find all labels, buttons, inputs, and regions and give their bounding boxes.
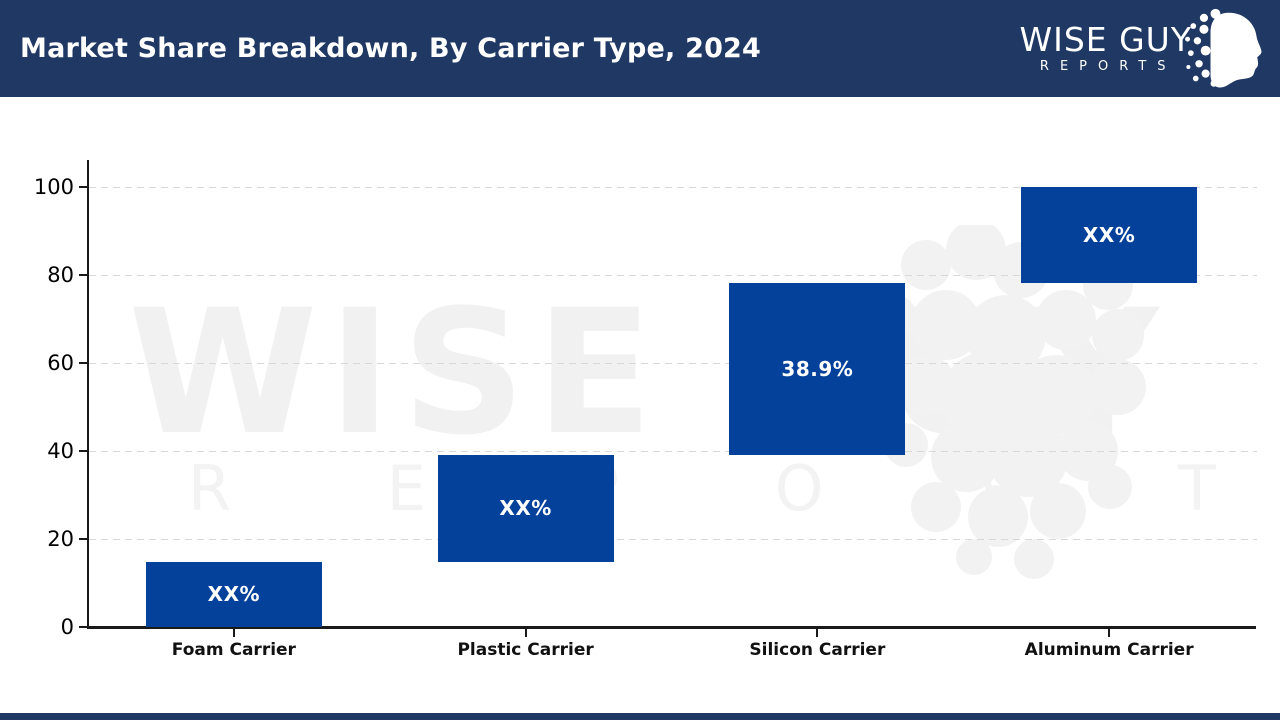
y-tick-label-60: 60 xyxy=(47,351,74,375)
x-tick-label-foam-carrier: Foam Carrier xyxy=(171,640,296,660)
y-tick-label-80: 80 xyxy=(47,263,74,287)
bar-plastic-carrier: XX% xyxy=(437,454,614,562)
chart-title: Market Share Breakdown, By Carrier Type,… xyxy=(20,33,762,64)
y-tick-80 xyxy=(79,274,87,276)
gridline-80 xyxy=(89,275,1257,276)
logo-wordmark: WISE GUY xyxy=(1019,20,1192,60)
x-tick-label-plastic-carrier: Plastic Carrier xyxy=(457,640,594,660)
gridline-100 xyxy=(89,187,1257,188)
bar-aluminum-carrier: XX% xyxy=(1021,187,1198,284)
x-tick-aluminum-carrier xyxy=(1108,629,1111,637)
bar-silicon-carrier: 38.9% xyxy=(729,283,906,455)
bar-foam-carrier: XX% xyxy=(145,561,322,627)
x-tick-foam-carrier xyxy=(232,629,235,637)
gridline-20 xyxy=(89,539,1257,540)
y-tick-20 xyxy=(79,538,87,540)
report-header: Market Share Breakdown, By Carrier Type,… xyxy=(0,0,1280,97)
bar-value-label: XX% xyxy=(499,496,552,521)
bar-value-label: 38.9% xyxy=(781,356,854,381)
x-tick-label-silicon-carrier: Silicon Carrier xyxy=(749,640,886,660)
gridline-40 xyxy=(89,451,1257,452)
x-tick-silicon-carrier xyxy=(816,629,819,637)
y-tick-100 xyxy=(79,186,87,188)
footer-bar xyxy=(0,713,1280,720)
x-tick-plastic-carrier xyxy=(524,629,527,637)
y-tick-label-100: 100 xyxy=(33,175,74,199)
y-tick-label-20: 20 xyxy=(47,527,74,551)
logo-text: WISE GUY REPORTS xyxy=(1019,23,1192,74)
logo-head-icon xyxy=(1185,8,1262,88)
logo-subtitle: REPORTS xyxy=(1039,58,1177,74)
wiseguy-logo: WISE GUY REPORTS xyxy=(1019,8,1280,90)
y-tick-40 xyxy=(79,450,87,452)
y-tick-label-40: 40 xyxy=(47,439,74,463)
bar-value-label: XX% xyxy=(207,582,261,607)
x-tick-label-aluminum-carrier: Aluminum Carrier xyxy=(1024,640,1194,660)
y-tick-label-0: 0 xyxy=(60,615,74,639)
bar-value-label: XX% xyxy=(1082,223,1136,248)
gridline-60 xyxy=(89,363,1257,364)
y-tick-60 xyxy=(79,362,87,364)
y-tick-0 xyxy=(79,626,87,628)
y-axis-line xyxy=(87,160,89,628)
x-axis-line xyxy=(87,626,1256,629)
